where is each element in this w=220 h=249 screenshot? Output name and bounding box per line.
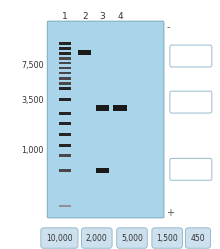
FancyBboxPatch shape [185,228,211,248]
Bar [59,112,71,115]
Text: -: - [166,22,170,32]
Text: 5,000: 5,000 [121,234,143,243]
Text: 3,500: 3,500 [22,96,44,105]
Text: 7,500: 7,500 [21,62,44,70]
Bar [59,205,71,207]
Bar [59,67,71,69]
FancyBboxPatch shape [170,45,212,67]
Bar [59,42,71,45]
FancyBboxPatch shape [41,228,78,248]
FancyBboxPatch shape [81,228,112,248]
Bar [59,47,71,50]
Bar [59,87,71,90]
Text: 2,000: 2,000 [86,234,108,243]
Text: 1: 1 [62,12,68,21]
Bar [59,154,71,157]
Bar [59,169,71,172]
Bar [78,50,91,55]
Bar [59,82,71,85]
Bar [59,77,71,80]
FancyBboxPatch shape [170,158,212,180]
Text: 10,000: 10,000 [46,234,73,243]
Bar [59,62,71,64]
Text: 2: 2 [82,12,88,21]
Bar [59,144,71,147]
Bar [59,57,71,60]
Bar [59,98,71,101]
Text: 3: 3 [99,12,105,21]
Bar [96,105,109,111]
FancyBboxPatch shape [117,228,147,248]
Text: 4: 4 [117,12,123,21]
Bar [59,72,71,74]
Bar [59,122,71,125]
Text: 1,500: 1,500 [156,234,178,243]
Bar [59,52,71,55]
Bar [59,133,71,136]
FancyBboxPatch shape [47,21,164,218]
Bar [96,168,109,173]
Text: +: + [166,208,174,218]
FancyBboxPatch shape [152,228,183,248]
Text: 450: 450 [191,234,205,243]
Bar [113,105,126,111]
FancyBboxPatch shape [170,91,212,113]
Text: 1,000: 1,000 [22,146,44,155]
